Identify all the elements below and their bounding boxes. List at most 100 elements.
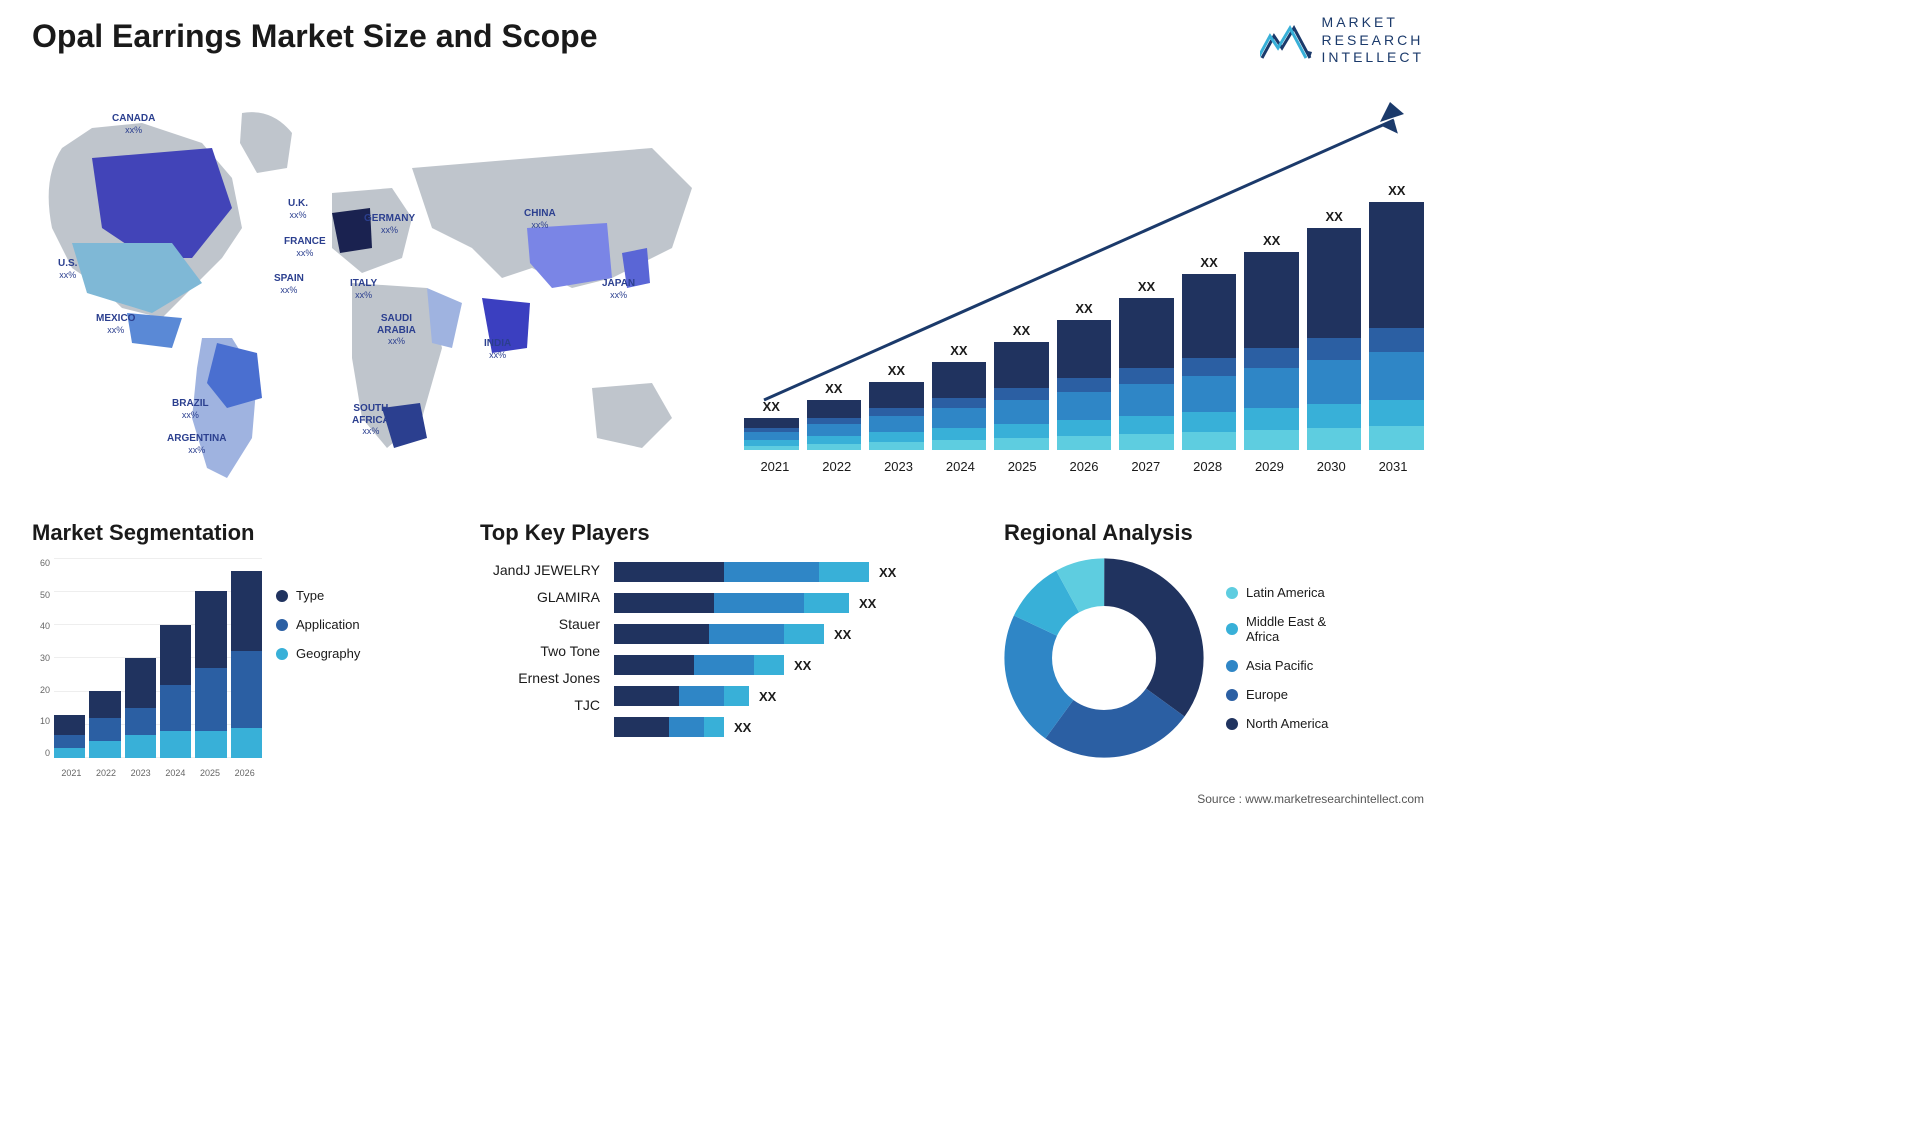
main-bar-seg [1307,228,1362,338]
main-bar-seg [1119,298,1174,368]
regional-legend-item: Middle East &Africa [1226,614,1328,644]
seg-bar-col [54,715,85,758]
main-bar-value: XX [1138,279,1155,294]
player-seg [709,624,784,644]
player-name: JandJ JEWELRY [480,562,600,578]
player-name: TJC [480,697,600,713]
seg-year: 2022 [89,768,124,778]
player-seg [819,562,869,582]
main-bar-seg [1119,368,1174,384]
legend-label: Application [296,617,360,632]
main-bar-seg [1307,404,1362,428]
legend-dot [276,590,288,602]
main-bar-seg [1182,274,1237,358]
main-bar-seg [869,382,924,408]
legend-dot [276,619,288,631]
seg-bar-seg [89,718,120,741]
seg-legend-item: Geography [276,646,360,661]
segmentation-section: Market Segmentation 0102030405060 202120… [32,520,452,778]
main-bar-value: XX [763,399,780,414]
map-label: SPAINxx% [274,273,304,296]
main-bar-value: XX [1388,183,1405,198]
regional-donut [1004,558,1204,758]
legend-label: Type [296,588,324,603]
main-bar-seg [1369,352,1424,400]
map-label: INDIAxx% [484,338,511,361]
seg-bar-seg [160,731,191,758]
legend-dot [1226,660,1238,672]
main-bar-year: 2026 [1053,459,1115,474]
seg-bar-col [231,571,262,758]
main-bar-seg [1057,320,1112,378]
seg-bar-seg [160,625,191,685]
main-bar-seg [994,388,1049,400]
seg-bar-seg [89,741,120,758]
logo-line3: INTELLECT [1322,49,1424,67]
player-name: Stauer [480,616,600,632]
main-bar-seg [1244,368,1299,408]
main-bar-year: 2031 [1362,459,1424,474]
map-label: CHINAxx% [524,208,556,231]
main-bar-seg [1119,416,1174,434]
main-bar-seg [994,424,1049,438]
player-seg [614,717,669,737]
main-bar-seg [1369,400,1424,426]
player-seg [724,562,819,582]
seg-bar-seg [125,735,156,758]
main-bar-seg [869,432,924,442]
seg-year: 2023 [123,768,158,778]
legend-dot [1226,718,1238,730]
main-bar-seg [1369,426,1424,450]
player-value: XX [834,627,851,642]
player-seg [754,655,784,675]
main-bar-year: 2024 [929,459,991,474]
player-row: XX [614,686,970,706]
main-bar-seg [1369,328,1424,352]
main-bar-seg [807,444,862,450]
seg-year: 2024 [158,768,193,778]
main-bar-col: XX [1244,233,1299,450]
regional-legend-item: Europe [1226,687,1328,702]
main-bar-value: XX [1200,255,1217,270]
seg-bar-seg [125,708,156,735]
legend-label: Latin America [1246,585,1325,600]
player-seg [614,624,709,644]
main-bar-col: XX [1182,255,1237,450]
main-bar-value: XX [1263,233,1280,248]
segmentation-chart: 0102030405060 202120222023202420252026 [32,558,262,778]
main-bar-seg [932,362,987,398]
main-bar-year: 2030 [1300,459,1362,474]
regional-legend-item: Asia Pacific [1226,658,1328,673]
main-bar-col: XX [744,399,799,450]
main-bar-col: XX [1307,209,1362,450]
main-bar-seg [994,400,1049,424]
map-label: SOUTHAFRICAxx% [352,403,390,438]
player-bar [614,717,724,737]
logo-icon [1260,18,1312,62]
player-bar [614,686,749,706]
logo-line2: RESEARCH [1322,32,1424,50]
seg-legend-item: Application [276,617,360,632]
main-bar-seg [994,438,1049,450]
seg-bar-col [125,658,156,758]
seg-ytick: 60 [32,558,50,568]
main-bar-col: XX [1057,301,1112,450]
seg-year: 2025 [193,768,228,778]
seg-bar-col [89,691,120,758]
player-seg [724,686,749,706]
player-seg [614,686,679,706]
main-bar-value: XX [888,363,905,378]
seg-ytick: 50 [32,590,50,600]
main-bar-seg [1182,358,1237,376]
seg-bar-seg [160,685,191,732]
seg-bar-seg [54,735,85,748]
player-value: XX [734,720,751,735]
player-row: XX [614,593,970,613]
regional-legend-item: Latin America [1226,585,1328,600]
seg-ytick: 10 [32,716,50,726]
player-bar [614,655,784,675]
seg-year: 2021 [54,768,89,778]
main-bar-seg [1057,392,1112,420]
player-value: XX [759,689,776,704]
main-bar-seg [807,436,862,444]
